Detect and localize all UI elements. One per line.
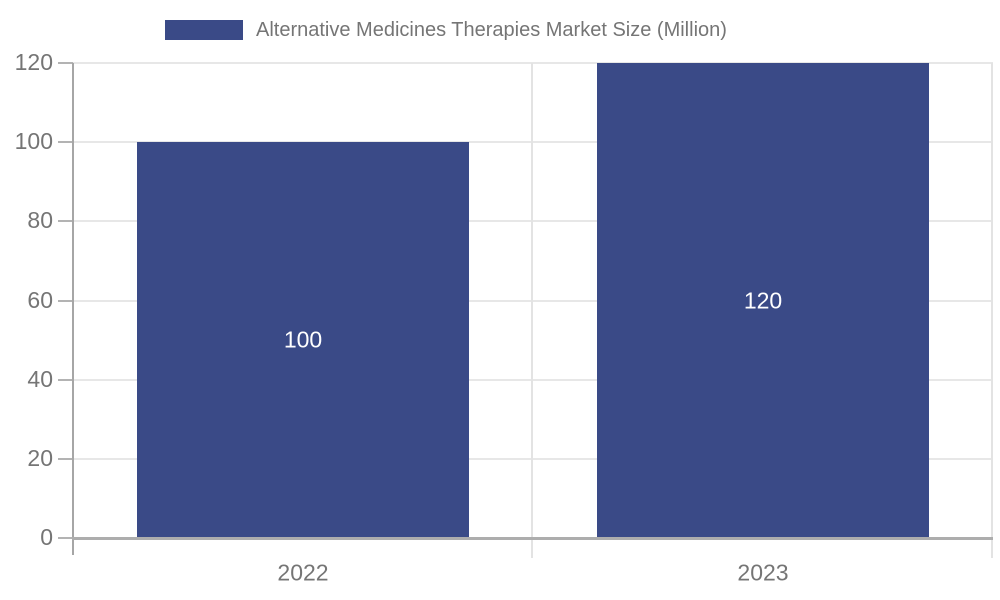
x-tick-label: 2022 — [277, 559, 329, 586]
category-boundary-line — [991, 63, 993, 558]
y-axis-line — [72, 63, 74, 555]
y-gridline — [73, 141, 993, 144]
bar-2022 — [137, 142, 469, 538]
bar-value-label: 120 — [743, 287, 783, 313]
y-tick-mark — [58, 62, 73, 64]
y-gridline — [73, 299, 993, 302]
chart-legend: Alternative Medicines Therapies Market S… — [165, 17, 727, 43]
y-tick-label: 40 — [27, 365, 53, 392]
y-tick-mark — [58, 220, 73, 223]
y-tick-mark — [58, 457, 73, 460]
y-gridline — [73, 62, 993, 64]
y-tick-label: 20 — [27, 444, 53, 471]
y-tick-mark — [58, 299, 73, 302]
x-tick-label: 2023 — [737, 559, 789, 586]
x-axis-line — [72, 537, 993, 540]
y-tick-label: 120 — [14, 48, 53, 75]
bar-value-label: 100 — [283, 326, 323, 353]
bar-2023 — [597, 63, 929, 538]
y-tick-mark — [58, 378, 73, 381]
legend-swatch — [165, 20, 243, 40]
y-tick-label: 100 — [14, 128, 53, 155]
y-tick-mark — [58, 141, 73, 144]
y-tick-label: 60 — [27, 286, 53, 313]
y-gridline — [73, 457, 993, 460]
y-tick-label: 80 — [27, 207, 53, 234]
legend-label: Alternative Medicines Therapies Market S… — [256, 19, 727, 41]
y-gridline — [73, 378, 993, 381]
y-tick-mark — [58, 537, 73, 539]
y-tick-label: 0 — [40, 523, 53, 550]
category-boundary-line — [531, 63, 533, 558]
y-gridline — [73, 220, 993, 223]
